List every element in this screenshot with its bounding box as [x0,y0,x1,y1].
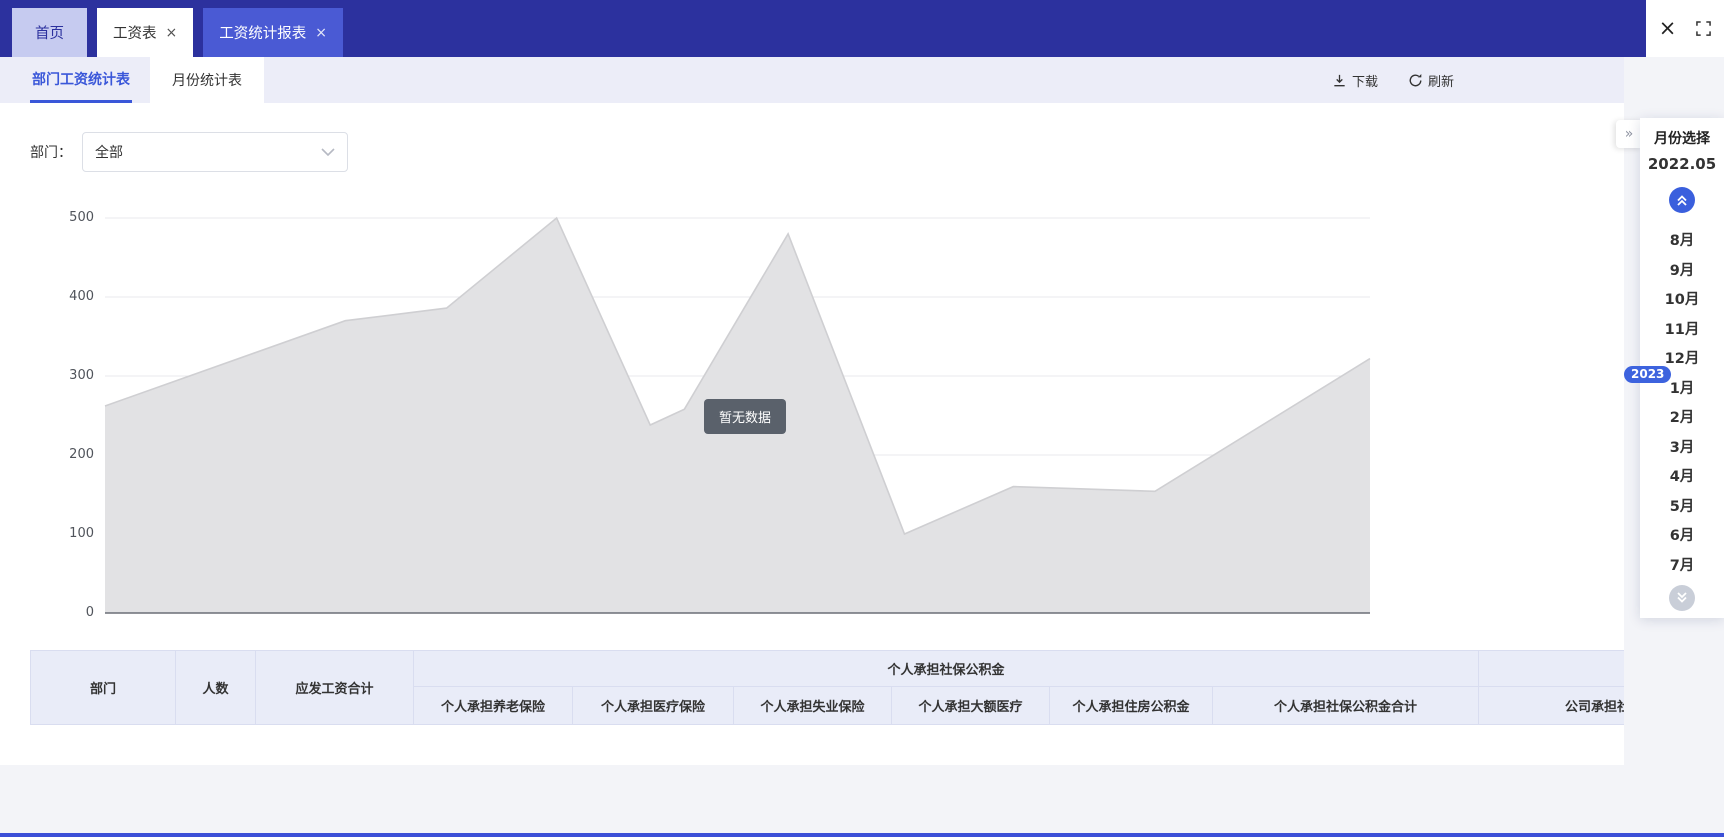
refresh-label: 刷新 [1427,74,1454,90]
month-item-oct[interactable]: 10月 [1664,292,1700,309]
month-item-feb[interactable]: 2月 [1669,410,1695,427]
year-badge: 2023 [1624,366,1672,383]
y-axis-tick: 300 [69,368,94,383]
collapse-panel-button[interactable]: » [1616,120,1642,148]
salary-area-chart: 500 400 300 200 100 0 暂无数据 [0,209,1480,624]
refresh-button[interactable]: 刷新 [1408,71,1454,90]
col-personal-major-medical: 个人承担大额医疗 [891,686,1050,725]
download-label: 下载 [1351,74,1378,90]
topbar: 首页 工资表 × 工资统计报表 × × [0,0,1724,57]
tab-home[interactable]: 首页 [12,8,87,57]
salary-table: 部门 人数 应发工资合计 个人承担社保公积金 个人承担养老保险 个人承担医疗保险… [30,650,1624,763]
table-row [30,724,1624,763]
department-filter-label: 部门： [30,145,72,161]
scroll-months-up-button[interactable] [1669,187,1695,213]
tab-salary-report-label: 工资统计报表 [219,26,307,42]
group-company-social-insurance [1478,650,1624,687]
double-chevron-up-icon [1674,192,1690,208]
window-controls: × [1646,0,1724,57]
group-personal-social-insurance: 个人承担社保公积金 [412,650,1480,687]
col-personal-total: 个人承担社保公积金合计 [1211,686,1480,725]
subtab-department-salary[interactable]: 部门工资统计表 [30,57,132,103]
report-subtabs: 部门工资统计表 月份统计表 下载 [0,57,1624,103]
scroll-months-down-button[interactable] [1669,585,1695,611]
month-list: 8月 9月 10月 11月 12月 1月 2月 3月 4月 5月 6月 7月 [1665,225,1700,579]
double-chevron-down-icon [1674,590,1690,606]
month-item-aug[interactable]: 8月 [1669,233,1695,250]
subtab-department-salary-label: 部门工资统计表 [32,71,130,88]
refresh-icon [1408,73,1423,88]
y-axis-tick: 100 [69,526,94,541]
download-button[interactable]: 下载 [1332,71,1378,90]
tab-close-icon[interactable]: × [315,24,327,41]
month-panel-title: 月份选择 [1654,131,1710,147]
month-item-nov[interactable]: 11月 [1664,321,1700,338]
main-panel: 部门工资统计表 月份统计表 下载 [0,57,1624,765]
col-company-social-insurance: 公司承担社保公积金 [1478,686,1624,725]
col-department: 部门 [30,650,176,725]
tab-salary-sheet[interactable]: 工资表 × [97,8,194,57]
department-filter: 部门： 全部 [30,132,348,172]
y-axis-tick: 0 [85,605,94,620]
month-item-jul[interactable]: 7月 [1669,557,1695,574]
tab-close-icon[interactable]: × [165,24,178,41]
download-icon [1332,73,1347,88]
subtab-month-stats[interactable]: 月份统计表 [150,57,264,103]
col-personal-pension: 个人承担养老保险 [413,686,573,725]
month-item-sep[interactable]: 9月 [1669,262,1695,279]
salary-table-wrap: 部门 人数 应发工资合计 个人承担社保公积金 个人承担养老保险 个人承担医疗保险… [30,650,1624,763]
month-item-jun[interactable]: 6月 [1669,528,1695,545]
month-item-mar[interactable]: 3月 [1669,439,1695,456]
col-headcount: 人数 [175,650,256,725]
report-actions: 下载 刷新 [1332,57,1454,103]
y-axis-tick: 400 [69,289,94,304]
month-item-may[interactable]: 5月 [1669,498,1695,515]
department-select-value: 全部 [95,145,123,161]
fullscreen-icon[interactable] [1696,21,1712,36]
month-item-dec[interactable]: 12月 [1664,351,1700,368]
department-select[interactable]: 全部 [82,132,348,172]
tab-salary-sheet-label: 工资表 [113,26,157,42]
col-personal-unemployment: 个人承担失业保险 [733,686,892,725]
y-axis-tick: 500 [69,210,94,225]
col-personal-medical: 个人承担医疗保险 [572,686,734,725]
col-gross-total: 应发工资合计 [255,650,414,725]
no-data-badge: 暂无数据 [704,399,787,434]
y-axis-tick: 200 [69,447,94,462]
close-icon[interactable]: × [1658,16,1677,40]
subtab-month-stats-label: 月份统计表 [172,73,242,89]
chevron-down-icon [321,148,335,156]
current-month-value: 2022.05 [1647,155,1717,173]
month-item-apr[interactable]: 4月 [1669,469,1695,486]
tab-home-label: 首页 [35,26,64,42]
tab-salary-report[interactable]: 工资统计报表 × [203,8,343,57]
col-personal-housing-fund: 个人承担住房公积金 [1049,686,1213,725]
month-item-jan[interactable]: 1月 [1669,380,1695,397]
bottom-scrollbar[interactable] [0,833,1724,837]
